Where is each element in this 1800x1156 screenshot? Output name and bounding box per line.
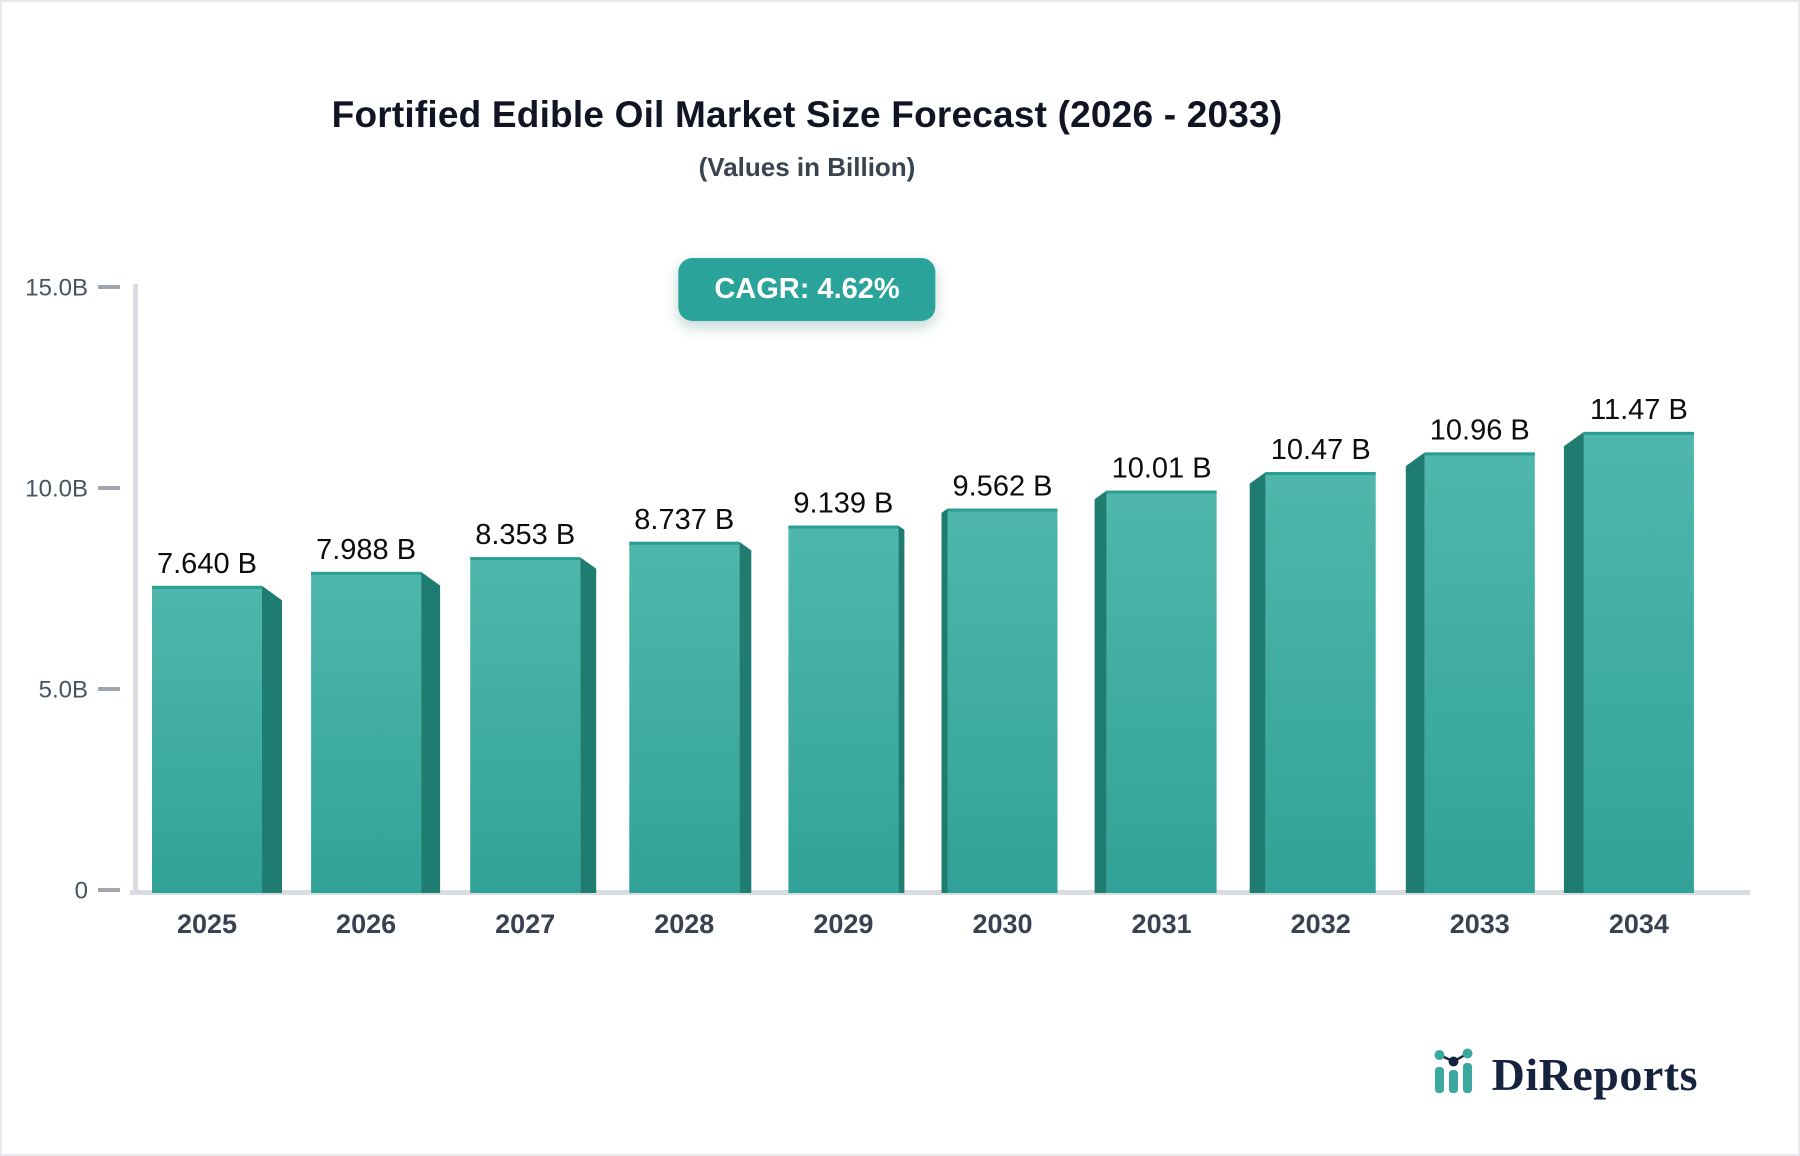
- bar-value-label-2031: 10.01 B: [1112, 453, 1212, 485]
- brand-logo-icon: [1434, 1048, 1473, 1093]
- bar-2028: [629, 541, 740, 893]
- x-axis-label-2030: 2030: [972, 909, 1032, 939]
- bar-2031: [1106, 490, 1217, 893]
- bar-2025: [152, 585, 262, 893]
- bar-2027: [470, 557, 581, 893]
- bar-value-label-2026: 7.988 B: [316, 534, 416, 566]
- bar-value-label-2034: 11.47 B: [1590, 394, 1688, 426]
- x-axis-label-2033: 2033: [1450, 909, 1510, 939]
- x-axis-line: [130, 890, 1750, 895]
- bar-side-2032: [1249, 472, 1266, 893]
- bar-value-label-2028: 8.737 B: [634, 504, 734, 536]
- bar-2033: [1424, 452, 1535, 893]
- bar-side-2026: [421, 571, 441, 893]
- bar-2030: [947, 508, 1058, 893]
- bar-value-label-2032: 10.47 B: [1271, 434, 1371, 466]
- bar-side-2034: [1563, 431, 1584, 893]
- bar-top-edge-2028: [629, 541, 740, 545]
- x-axis-label-2027: 2027: [495, 909, 555, 939]
- bar-side-2031: [1094, 490, 1107, 893]
- y-tick-label: 10.0B: [25, 476, 88, 503]
- bar-value-label-2029: 9.139 B: [793, 488, 893, 520]
- bar-top-edge-2032: [1265, 472, 1376, 476]
- y-tick-dash: [98, 888, 120, 892]
- bar-top-edge-2029: [788, 525, 899, 529]
- x-axis-label-2026: 2026: [336, 909, 396, 939]
- bar-top-edge-2034: [1583, 431, 1694, 435]
- x-axis-label-2025: 2025: [177, 909, 237, 939]
- bar-top-edge-2027: [470, 557, 581, 561]
- bar-side-2025: [262, 585, 282, 893]
- y-tick-dash: [98, 486, 120, 490]
- y-tick-label: 0: [75, 878, 88, 905]
- chart-subtitle: (Values in Billion): [698, 152, 916, 182]
- y-tick-label: 15.0B: [25, 275, 88, 302]
- x-axis-label-2029: 2029: [813, 909, 873, 939]
- bar-side-2028: [739, 541, 752, 893]
- x-axis-label-2028: 2028: [654, 909, 714, 939]
- x-axis-label-2031: 2031: [1132, 909, 1192, 939]
- x-axis-label-2032: 2032: [1291, 909, 1351, 939]
- bar-top-edge-2033: [1424, 452, 1535, 456]
- bar-top-edge-2030: [947, 508, 1058, 512]
- bar-side-2027: [580, 557, 597, 893]
- bar-value-label-2030: 9.562 B: [953, 471, 1053, 503]
- bar-2034: [1583, 431, 1694, 893]
- y-axis-line: [133, 284, 138, 895]
- bar-top-edge-2031: [1106, 490, 1217, 494]
- bar-top-edge-2026: [311, 571, 422, 575]
- bar-2026: [311, 571, 422, 893]
- chart-title: Fortified Edible Oil Market Size Forecas…: [331, 94, 1283, 135]
- y-tick-label: 5.0B: [39, 677, 88, 704]
- x-axis-label-2034: 2034: [1609, 909, 1669, 939]
- bar-side-2033: [1405, 452, 1425, 893]
- bar-side-2030: [941, 508, 948, 893]
- chart-header: Fortified Edible Oil Market Size Forecas…: [2, 94, 1612, 183]
- y-tick-dash: [98, 285, 120, 289]
- brand-logo-text: DiReports: [1491, 1049, 1698, 1100]
- bar-value-label-2033: 10.96 B: [1430, 414, 1530, 446]
- y-tick-dash: [98, 687, 120, 691]
- cagr-badge: CAGR: 4.62%: [678, 258, 936, 321]
- brand-logo: DiReports: [1431, 1042, 1698, 1098]
- bar-side-2029: [898, 525, 905, 893]
- bar-top-edge-2025: [152, 585, 262, 589]
- bar-2029: [788, 525, 899, 893]
- bar-value-label-2027: 8.353 B: [475, 519, 575, 551]
- bar-value-label-2025: 7.640 B: [157, 548, 257, 580]
- bar-2032: [1265, 472, 1376, 893]
